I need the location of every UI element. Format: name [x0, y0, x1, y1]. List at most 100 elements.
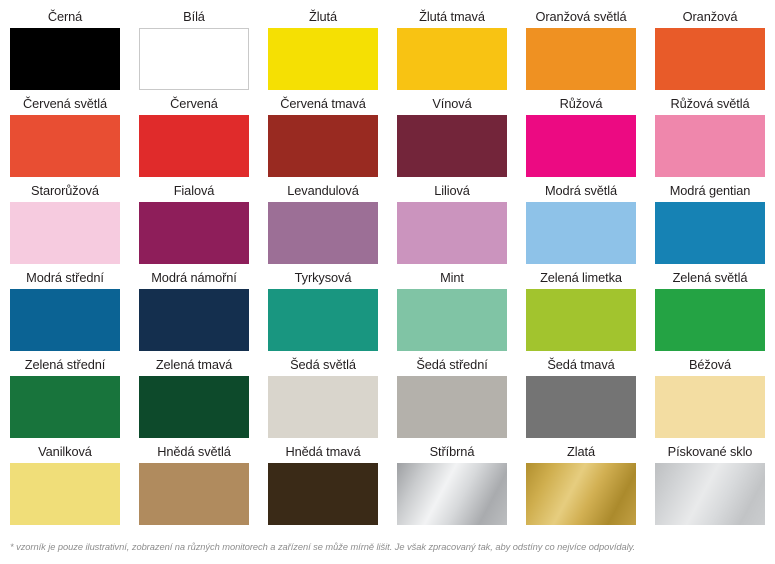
- swatch-cell[interactable]: Žlutá tmavá: [397, 6, 507, 93]
- swatch-cell[interactable]: Modrá námořní: [139, 267, 249, 354]
- swatch-cell[interactable]: Hnědá tmavá: [268, 441, 378, 528]
- swatch-cell[interactable]: Zlatá: [526, 441, 636, 528]
- swatch-color-chip[interactable]: [10, 463, 120, 525]
- swatch-label: Zelená limetka: [540, 270, 622, 285]
- swatch-color-chip[interactable]: [397, 376, 507, 438]
- swatch-label: Hnědá světlá: [157, 444, 231, 459]
- swatch-cell[interactable]: Vanilková: [10, 441, 120, 528]
- swatch-color-chip[interactable]: [268, 202, 378, 264]
- swatch-cell[interactable]: Zelená limetka: [526, 267, 636, 354]
- swatch-color-chip[interactable]: [139, 202, 249, 264]
- swatch-label: Černá: [47, 9, 83, 24]
- swatch-cell[interactable]: Modrá světlá: [526, 180, 636, 267]
- swatch-color-chip[interactable]: [268, 289, 378, 351]
- swatch-cell[interactable]: Oranžová: [655, 6, 765, 93]
- swatch-cell[interactable]: Červená tmavá: [268, 93, 378, 180]
- swatch-label: Pískované sklo: [667, 444, 753, 459]
- swatch-cell[interactable]: Pískované sklo: [655, 441, 765, 528]
- swatch-cell[interactable]: Stříbrná: [397, 441, 507, 528]
- swatch-cell[interactable]: Růžová světlá: [655, 93, 765, 180]
- swatch-cell[interactable]: Levandulová: [268, 180, 378, 267]
- swatch-label: Zelená světlá: [672, 270, 748, 285]
- swatch-cell[interactable]: Fialová: [139, 180, 249, 267]
- swatch-cell[interactable]: Liliová: [397, 180, 507, 267]
- swatch-cell[interactable]: Šedá tmavá: [526, 354, 636, 441]
- swatch-cell[interactable]: Červená: [139, 93, 249, 180]
- swatch-cell[interactable]: Bílá: [139, 6, 249, 93]
- swatch-color-chip[interactable]: [139, 376, 249, 438]
- swatch-label: Růžová: [559, 96, 603, 111]
- swatch-cell[interactable]: Oranžová světlá: [526, 6, 636, 93]
- swatch-color-chip[interactable]: [526, 289, 636, 351]
- swatch-cell[interactable]: Zelená tmavá: [139, 354, 249, 441]
- swatch-label: Červená světlá: [23, 96, 107, 111]
- swatch-label: Zelená střední: [24, 357, 106, 372]
- swatch-color-chip[interactable]: [268, 28, 378, 90]
- swatch-color-chip[interactable]: [10, 28, 120, 90]
- swatch-cell[interactable]: Modrá střední: [10, 267, 120, 354]
- swatch-color-chip[interactable]: [655, 202, 765, 264]
- swatch-color-chip[interactable]: [268, 115, 378, 177]
- swatch-label: Modrá námořní: [151, 270, 237, 285]
- swatch-color-chip[interactable]: [268, 376, 378, 438]
- swatch-label: Tyrkysová: [294, 270, 352, 285]
- swatch-color-chip[interactable]: [397, 115, 507, 177]
- swatch-cell[interactable]: Zelená světlá: [655, 267, 765, 354]
- footnote-disclaimer: * vzorník je pouze ilustrativní, zobraze…: [10, 542, 636, 552]
- swatch-color-chip[interactable]: [10, 289, 120, 351]
- swatch-color-chip[interactable]: [397, 289, 507, 351]
- swatch-cell[interactable]: Šedá střední: [397, 354, 507, 441]
- swatch-color-chip[interactable]: [139, 28, 249, 90]
- swatch-label: Modrá střední: [26, 270, 104, 285]
- swatch-color-chip[interactable]: [139, 115, 249, 177]
- swatch-color-chip[interactable]: [526, 202, 636, 264]
- swatch-label: Žlutá: [309, 9, 337, 24]
- swatch-cell[interactable]: Červená světlá: [10, 93, 120, 180]
- swatch-color-chip[interactable]: [397, 202, 507, 264]
- swatch-cell[interactable]: Béžová: [655, 354, 765, 441]
- swatch-color-chip[interactable]: [397, 463, 507, 525]
- swatch-color-chip[interactable]: [526, 376, 636, 438]
- swatch-label: Červená: [170, 96, 218, 111]
- swatch-label: Vanilková: [38, 444, 92, 459]
- swatch-color-chip[interactable]: [655, 463, 765, 525]
- swatch-color-chip[interactable]: [655, 289, 765, 351]
- swatch-color-chip[interactable]: [655, 115, 765, 177]
- swatch-label: Oranžová světlá: [535, 9, 627, 24]
- swatch-color-chip[interactable]: [655, 376, 765, 438]
- swatch-cell[interactable]: Šedá světlá: [268, 354, 378, 441]
- swatch-color-chip[interactable]: [10, 202, 120, 264]
- swatch-label: Oranžová: [682, 9, 738, 24]
- swatch-color-chip[interactable]: [526, 28, 636, 90]
- swatch-color-chip[interactable]: [10, 115, 120, 177]
- swatch-label: Levandulová: [287, 183, 359, 198]
- swatch-label: Liliová: [434, 183, 470, 198]
- swatch-color-chip[interactable]: [655, 28, 765, 90]
- swatch-cell[interactable]: Tyrkysová: [268, 267, 378, 354]
- swatch-label: Šedá tmavá: [547, 357, 615, 372]
- swatch-label: Hnědá tmavá: [285, 444, 361, 459]
- swatch-color-chip[interactable]: [139, 463, 249, 525]
- swatch-label: Stříbrná: [429, 444, 475, 459]
- swatch-cell[interactable]: Modrá gentian: [655, 180, 765, 267]
- swatch-cell[interactable]: Starorůžová: [10, 180, 120, 267]
- swatch-cell[interactable]: Černá: [10, 6, 120, 93]
- swatch-label: Modrá světlá: [544, 183, 618, 198]
- swatch-label: Zelená tmavá: [155, 357, 233, 372]
- swatch-color-chip[interactable]: [397, 28, 507, 90]
- swatch-cell[interactable]: Mint: [397, 267, 507, 354]
- swatch-color-chip[interactable]: [139, 289, 249, 351]
- swatch-cell[interactable]: Hnědá světlá: [139, 441, 249, 528]
- swatch-label: Šedá světlá: [290, 357, 356, 372]
- swatch-cell[interactable]: Zelená střední: [10, 354, 120, 441]
- swatch-label: Béžová: [688, 357, 732, 372]
- swatch-cell[interactable]: Růžová: [526, 93, 636, 180]
- swatch-grid: Černá Bílá Žlutá Žlutá tmavá Oranžová světlá…: [10, 6, 765, 528]
- swatch-color-chip[interactable]: [526, 463, 636, 525]
- swatch-cell[interactable]: Žlutá: [268, 6, 378, 93]
- swatch-color-chip[interactable]: [268, 463, 378, 525]
- swatch-color-chip[interactable]: [526, 115, 636, 177]
- swatch-cell[interactable]: Vínová: [397, 93, 507, 180]
- swatch-color-chip[interactable]: [10, 376, 120, 438]
- swatch-label: Modrá gentian: [669, 183, 751, 198]
